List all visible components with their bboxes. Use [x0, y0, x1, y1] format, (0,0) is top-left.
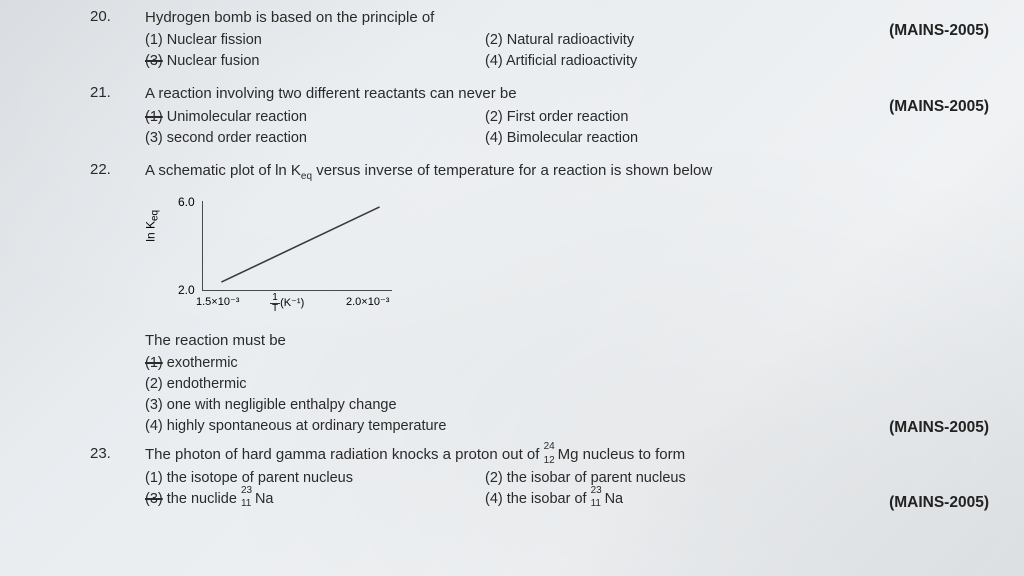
option-4: (4) highly spontaneous at ordinary tempe…: [145, 418, 446, 434]
option-1: (1) Unimolecular reaction: [145, 109, 307, 125]
option-2: (2) First order reaction: [485, 109, 628, 125]
exam-tag: (MAINS-2005): [889, 494, 989, 512]
option-2: (2) the isobar of parent nucleus: [485, 470, 686, 486]
question-number: 21.: [90, 84, 111, 101]
option-4: (4) Bimolecular reaction: [485, 130, 638, 146]
nuclide-mg: 2412Mg: [544, 445, 579, 465]
question-number: 20.: [90, 8, 111, 25]
option-3: (3) second order reaction: [145, 130, 307, 146]
plot: 6.0 2.0 ln Keq 1.5×10⁻³ 1T(K⁻¹) 2.0×10⁻³: [160, 193, 420, 323]
y-tick-bottom: 2.0: [178, 283, 195, 297]
nuclide-na-2: 2311Na: [591, 489, 624, 510]
option-1: (1) exothermic: [145, 355, 238, 371]
y-tick-top: 6.0: [178, 195, 195, 209]
exam-tag: (MAINS-2005): [889, 419, 989, 437]
sub-stem: The reaction must be: [145, 331, 1024, 351]
option-3: (3) one with negligible enthalpy change: [145, 397, 397, 413]
exam-tag: (MAINS-2005): [889, 98, 989, 116]
option-2: (2) Natural radioactivity: [485, 32, 634, 48]
option-2: (2) endothermic: [145, 376, 247, 392]
option-4: (4) the isobar of 2311Na: [485, 491, 623, 507]
question-number: 22.: [90, 161, 111, 178]
option-4: (4) Artificial radioactivity: [485, 53, 637, 69]
option-3: (3)(3) Nuclear fusion Nuclear fusion: [145, 53, 259, 69]
option-3: (3) the nuclide 2311Na: [145, 491, 273, 507]
option-1: (1) Nuclear fission: [145, 32, 262, 48]
x-axis-label: 1T(K⁻¹): [270, 293, 304, 313]
y-axis-label: ln Keq: [143, 210, 160, 242]
question-20: 20. Hydrogen bomb is based on the princi…: [0, 8, 1024, 72]
question-stem: The photon of hard gamma radiation knock…: [145, 445, 1024, 465]
question-number: 23.: [90, 445, 111, 462]
nuclide-na-1: 2311Na: [241, 489, 274, 510]
plot-line: [203, 201, 392, 290]
question-stem: A schematic plot of ln Keq versus invers…: [145, 161, 1024, 184]
plot-axes: [202, 201, 392, 291]
question-21: 21. A reaction involving two different r…: [0, 84, 1024, 148]
x-tick-right: 2.0×10⁻³: [346, 295, 389, 308]
question-22: 22. A schematic plot of ln Keq versus in…: [0, 161, 1024, 438]
exam-tag: (MAINS-2005): [889, 22, 989, 40]
x-tick-left: 1.5×10⁻³: [196, 295, 239, 308]
question-23: 23. The photon of hard gamma radiation k…: [0, 445, 1024, 509]
